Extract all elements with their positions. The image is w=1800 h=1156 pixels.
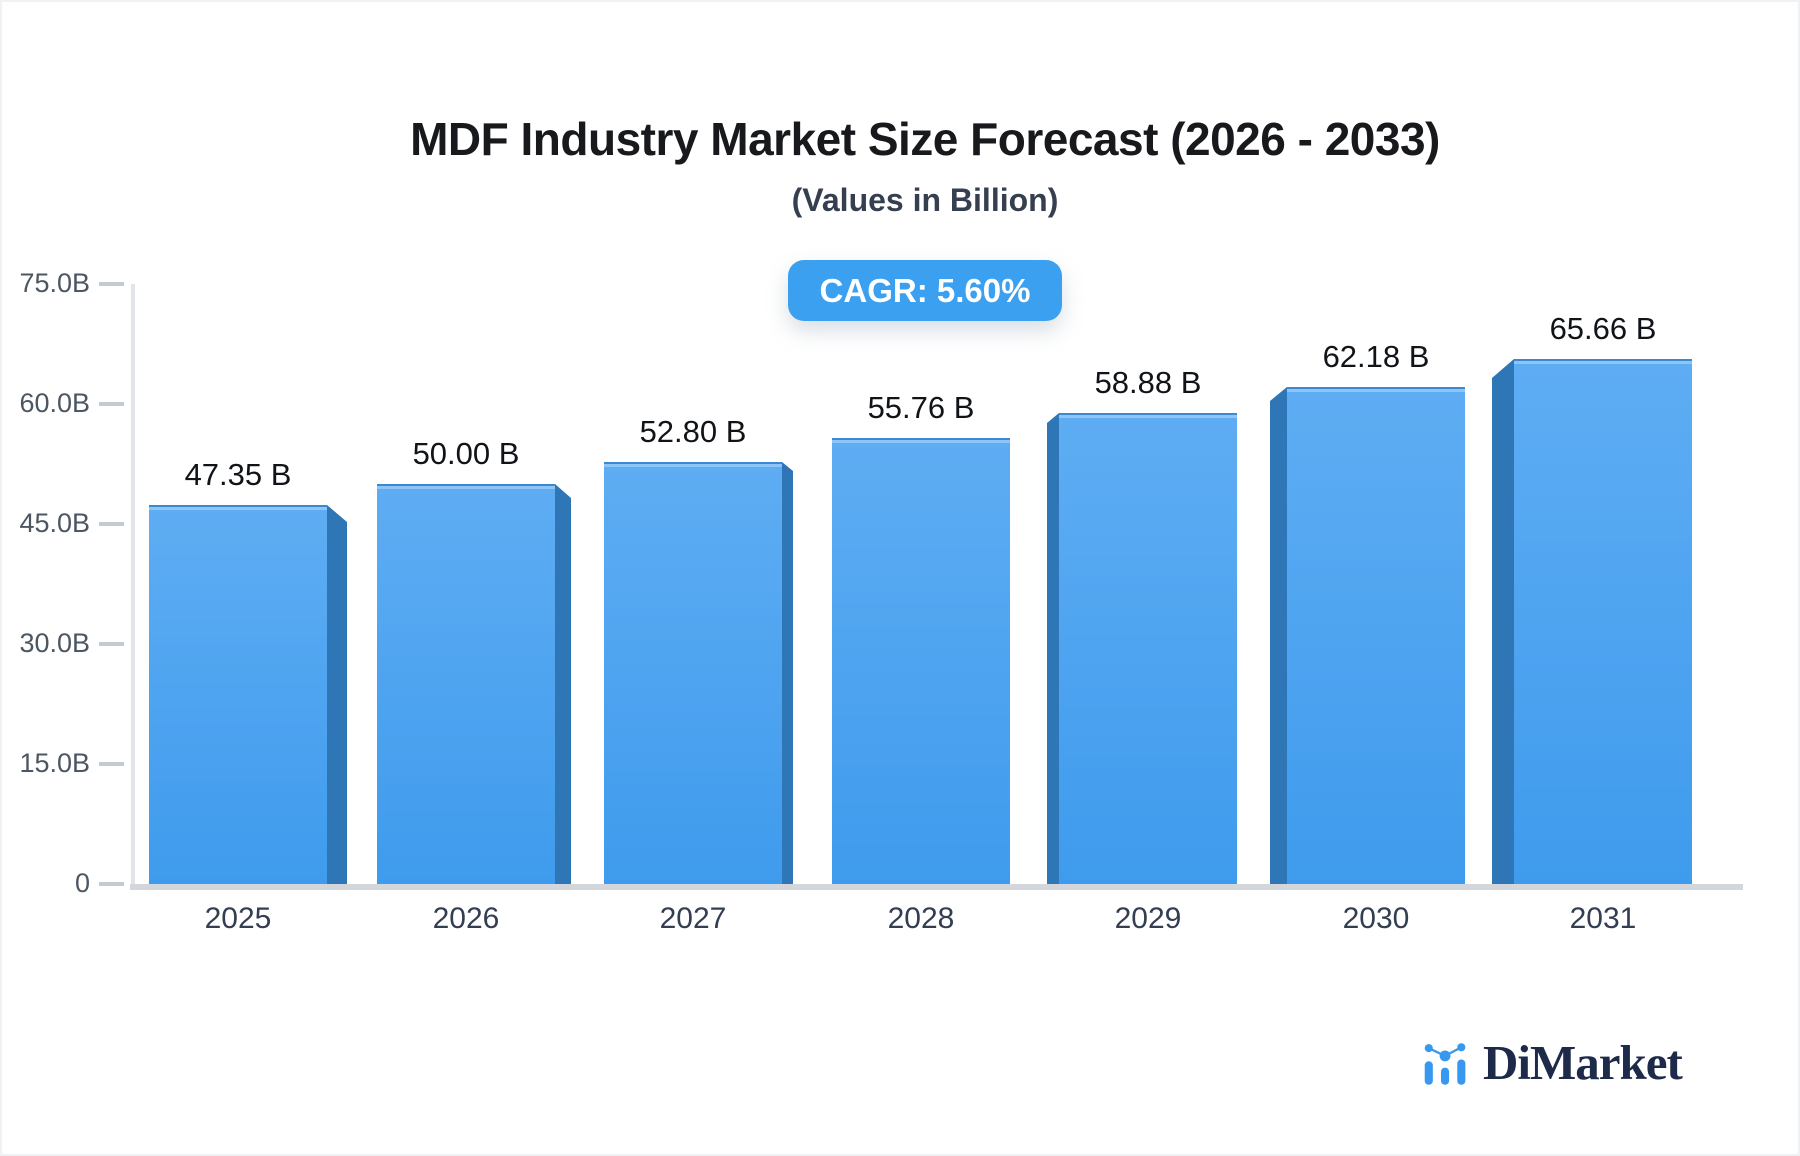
bar-side-face-2030 [1270,387,1287,884]
bar-value-label-2027: 52.80 B [639,414,747,449]
y-tick-mark [99,402,124,406]
cagr-badge: CAGR: 5.60% [788,260,1062,321]
bar-value-label-2028: 55.76 B [867,390,975,425]
bar-2029[interactable] [1059,413,1237,884]
bar-2026[interactable] [377,484,555,884]
y-tick-mark [99,282,124,286]
y-tick-mark [99,882,124,886]
y-tick-mark [99,762,124,766]
y-tick-label: 60.0B [19,388,90,418]
bar-value-label-2026: 50.00 B [412,436,520,471]
bar-side-face-2031 [1492,359,1514,884]
chart-header: MDF Industry Market Size Forecast (2026 … [25,0,1800,219]
x-axis-label-2028: 2028 [887,902,955,935]
x-axis-label-2029: 2029 [1114,902,1182,935]
chart-subtitle: (Values in Billion) [791,182,1059,218]
bar-2027[interactable] [604,462,782,884]
bar-side-face-2025 [327,505,347,884]
bar-value-label-2025: 47.35 B [184,457,292,492]
x-axis-label-2026: 2026 [432,902,500,935]
bar-value-label-2030: 62.18 B [1322,339,1430,374]
y-tick-label: 0 [74,868,90,898]
y-tick-label: 45.0B [19,508,90,538]
bar-side-face-2027 [782,462,793,884]
bar-side-face-2026 [555,484,571,884]
bar-value-label-2029: 58.88 B [1094,365,1202,400]
chart-title: MDF Industry Market Size Forecast (2026 … [410,113,1440,165]
bar-2030[interactable] [1287,387,1465,884]
bar-value-label-2031: 65.66 B [1549,311,1657,346]
x-axis-baseline [130,884,1743,890]
x-axis-label-2027: 2027 [659,902,727,935]
x-axis-label-2031: 2031 [1569,902,1637,935]
brand-logo: DiMarket [1422,1035,1683,1090]
y-axis-line [131,284,135,886]
bar-side-face-2029 [1047,413,1059,884]
y-tick-mark [99,642,124,646]
x-axis-label-2025: 2025 [204,902,272,935]
bar-line-chart-icon [1424,1043,1466,1085]
bar-2025[interactable] [149,505,327,884]
brand-name: DiMarket [1483,1035,1683,1090]
bar-2028[interactable] [832,438,1010,884]
y-tick-mark [99,522,124,526]
y-tick-label: 15.0B [19,748,90,778]
bar-2031[interactable] [1514,359,1692,884]
y-tick-label: 30.0B [19,628,90,658]
y-tick-label: 75.0B [19,268,90,298]
x-axis-label-2030: 2030 [1342,902,1410,935]
